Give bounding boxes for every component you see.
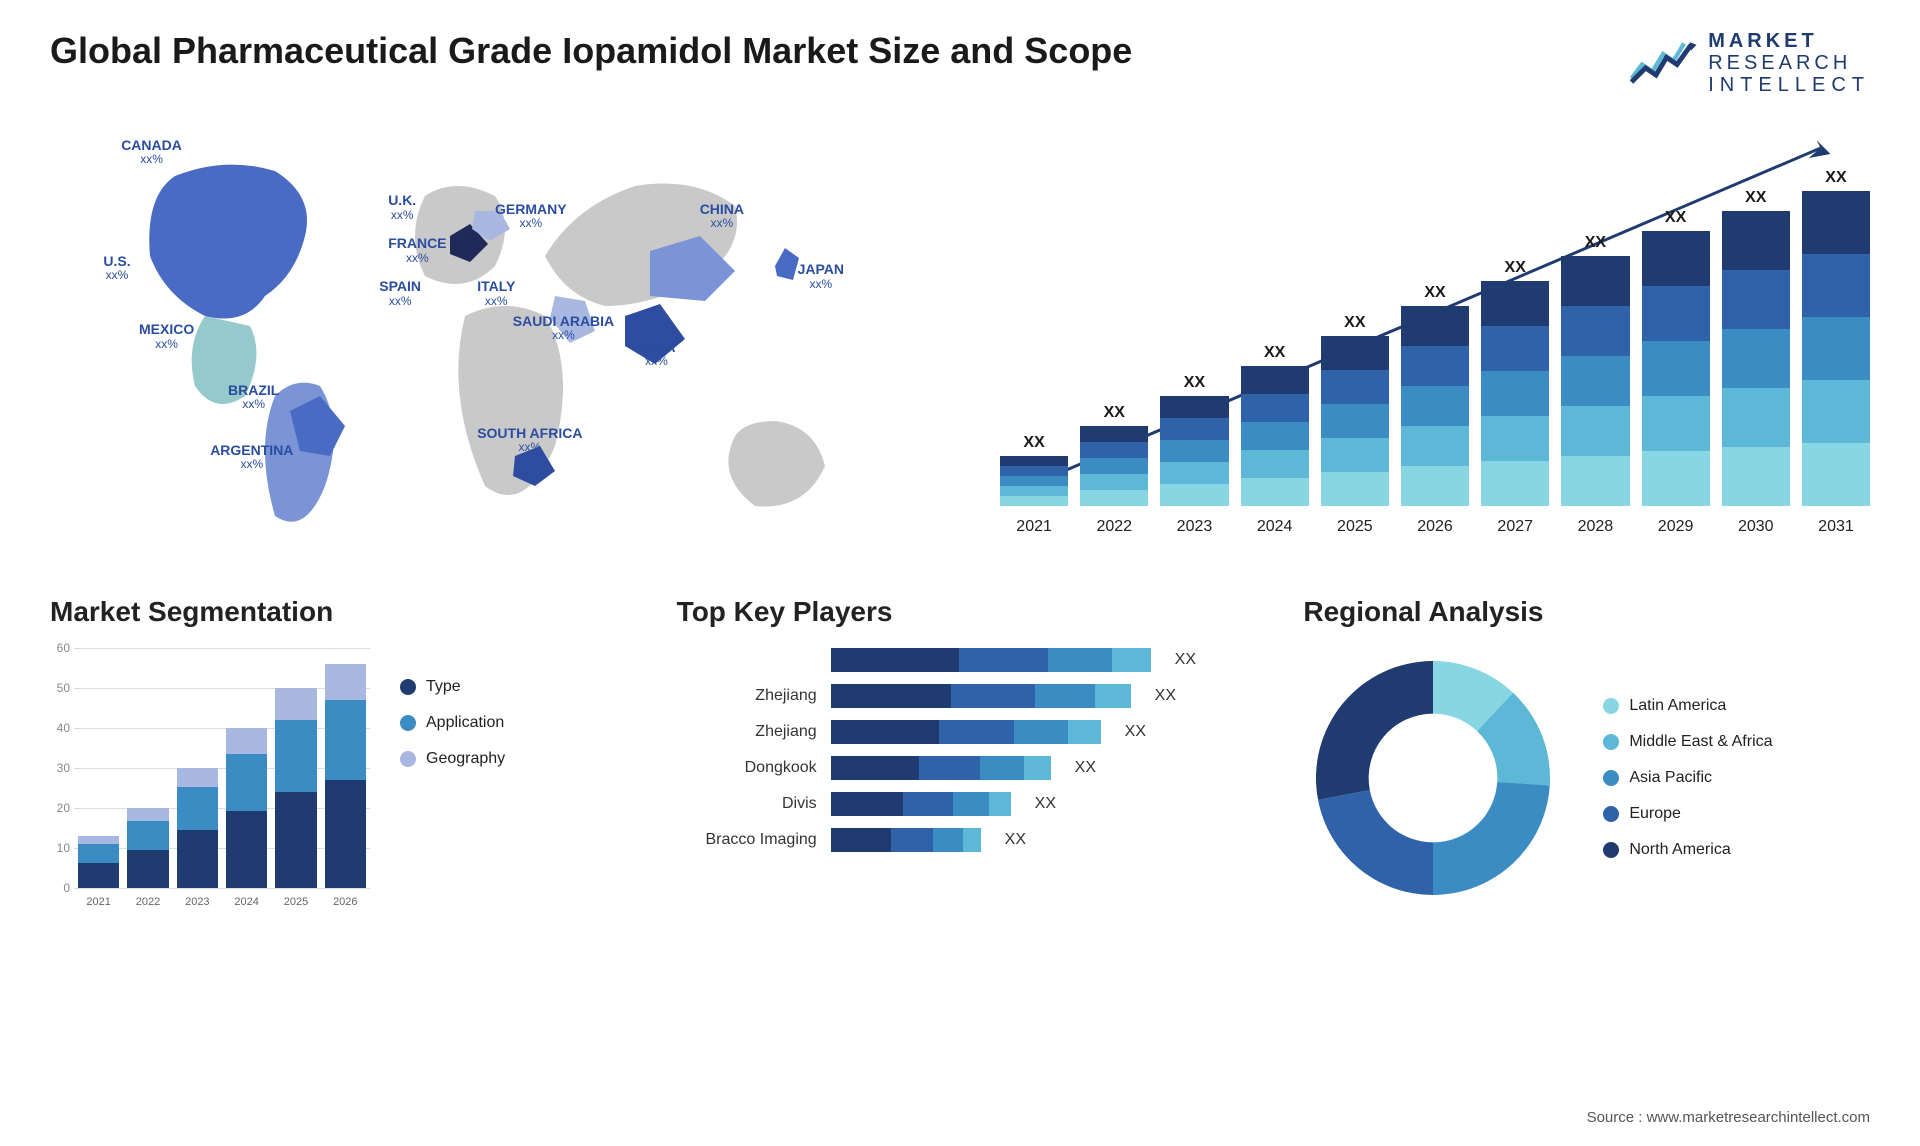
main-bar-col: XX — [1080, 404, 1148, 506]
world-map: CANADAxx% U.S.xx% MEXICOxx% BRAZILxx% ARGENT… — [50, 116, 940, 546]
main-bar-col: XX — [1000, 434, 1068, 506]
key-players-title: Top Key Players — [677, 596, 1244, 628]
seg-bar — [127, 808, 168, 888]
main-bar-col: XX — [1321, 314, 1389, 506]
player-row: DivisXX — [677, 792, 1244, 816]
reg-legend-item: Middle East & Africa — [1603, 733, 1772, 751]
regional-legend: Latin America Middle East & Africa Asia Pa… — [1603, 697, 1772, 859]
map-label: GERMANYxx% — [495, 202, 567, 231]
logo-text-1: MARKET — [1708, 30, 1870, 52]
regional-donut — [1303, 648, 1563, 908]
logo-mark-icon — [1628, 36, 1698, 91]
reg-legend-item: North America — [1603, 841, 1772, 859]
map-label: U.K.xx% — [388, 193, 416, 222]
map-label: CANADAxx% — [121, 138, 182, 167]
page-title: Global Pharmaceutical Grade Iopamidol Ma… — [50, 30, 1132, 72]
map-label: JAPANxx% — [798, 262, 844, 291]
map-label: SAUDI ARABIAxx% — [513, 314, 614, 343]
player-row: DongkookXX — [677, 756, 1244, 780]
market-size-chart: XXXXXXXXXXXXXXXXXXXXXX 20212022202320242… — [980, 116, 1870, 546]
seg-bar — [78, 836, 119, 888]
map-label: FRANCExx% — [388, 236, 446, 265]
map-label: U.S.xx% — [103, 254, 130, 283]
map-label: MEXICOxx% — [139, 322, 194, 351]
segmentation-title: Market Segmentation — [50, 596, 617, 628]
map-label: ITALYxx% — [477, 279, 515, 308]
donut-slice — [1433, 782, 1550, 895]
main-bar-col: XX — [1722, 189, 1790, 506]
seg-bar — [226, 728, 267, 888]
segmentation-panel: Market Segmentation 0102030405060 202120… — [50, 596, 617, 908]
key-players-panel: Top Key Players XX ZhejiangXX ZhejiangXX Do… — [677, 596, 1244, 908]
segmentation-chart: 0102030405060 202120222023202420252026 — [50, 648, 370, 908]
map-label: CHINAxx% — [700, 202, 744, 231]
map-label: BRAZILxx% — [228, 383, 279, 412]
reg-legend-item: Europe — [1603, 805, 1772, 823]
logo-text-3: INTELLECT — [1708, 74, 1870, 96]
main-bar-col: XX — [1561, 234, 1629, 506]
brand-logo: MARKET RESEARCH INTELLECT — [1628, 30, 1870, 96]
map-label: INDIAxx% — [637, 340, 675, 369]
player-row: ZhejiangXX — [677, 684, 1244, 708]
regional-panel: Regional Analysis Latin America Middle Ea… — [1303, 596, 1870, 908]
reg-legend-item: Asia Pacific — [1603, 769, 1772, 787]
seg-legend-item: Type — [400, 678, 505, 696]
source-credit: Source : www.marketresearchintellect.com — [1587, 1109, 1870, 1126]
map-label: ARGENTINAxx% — [210, 443, 293, 472]
main-bar-col: XX — [1160, 374, 1228, 506]
main-bar-col: XX — [1802, 169, 1870, 506]
player-row: XX — [677, 648, 1244, 672]
reg-legend-item: Latin America — [1603, 697, 1772, 715]
key-players-chart: XX ZhejiangXX ZhejiangXX DongkookXX DivisXX B… — [677, 648, 1244, 852]
main-bar-col: XX — [1481, 259, 1549, 506]
seg-bar — [177, 768, 218, 888]
logo-text-2: RESEARCH — [1708, 52, 1870, 74]
segmentation-legend: Type Application Geography — [400, 648, 505, 908]
player-row: Bracco ImagingXX — [677, 828, 1244, 852]
map-label: SPAINxx% — [379, 279, 421, 308]
seg-bar — [325, 664, 366, 888]
main-bar-col: XX — [1642, 209, 1710, 506]
player-row: ZhejiangXX — [677, 720, 1244, 744]
main-bar-col: XX — [1241, 344, 1309, 506]
seg-legend-item: Geography — [400, 750, 505, 768]
main-bar-col: XX — [1401, 284, 1469, 506]
seg-bar — [275, 688, 316, 888]
seg-legend-item: Application — [400, 714, 505, 732]
map-label: SOUTH AFRICAxx% — [477, 426, 582, 455]
donut-slice — [1316, 661, 1433, 800]
donut-slice — [1318, 790, 1433, 895]
regional-title: Regional Analysis — [1303, 596, 1870, 628]
